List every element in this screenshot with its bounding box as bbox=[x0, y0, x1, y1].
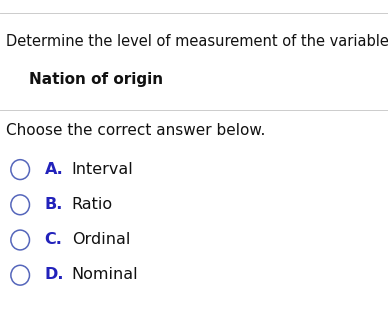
Text: Ordinal: Ordinal bbox=[72, 232, 130, 247]
Text: B.: B. bbox=[45, 197, 63, 212]
Text: Choose the correct answer below.: Choose the correct answer below. bbox=[6, 123, 265, 138]
Text: A.: A. bbox=[45, 162, 63, 177]
Ellipse shape bbox=[11, 195, 29, 215]
Ellipse shape bbox=[11, 230, 29, 250]
Text: Nation of origin: Nation of origin bbox=[29, 72, 163, 87]
Text: C.: C. bbox=[45, 232, 62, 247]
Text: Determine the level of measurement of the variable b: Determine the level of measurement of th… bbox=[6, 34, 388, 49]
Text: Ratio: Ratio bbox=[72, 197, 113, 212]
Text: Nominal: Nominal bbox=[72, 267, 139, 282]
Ellipse shape bbox=[11, 265, 29, 285]
Text: D.: D. bbox=[45, 267, 64, 282]
Text: Interval: Interval bbox=[72, 162, 133, 177]
Ellipse shape bbox=[11, 160, 29, 180]
